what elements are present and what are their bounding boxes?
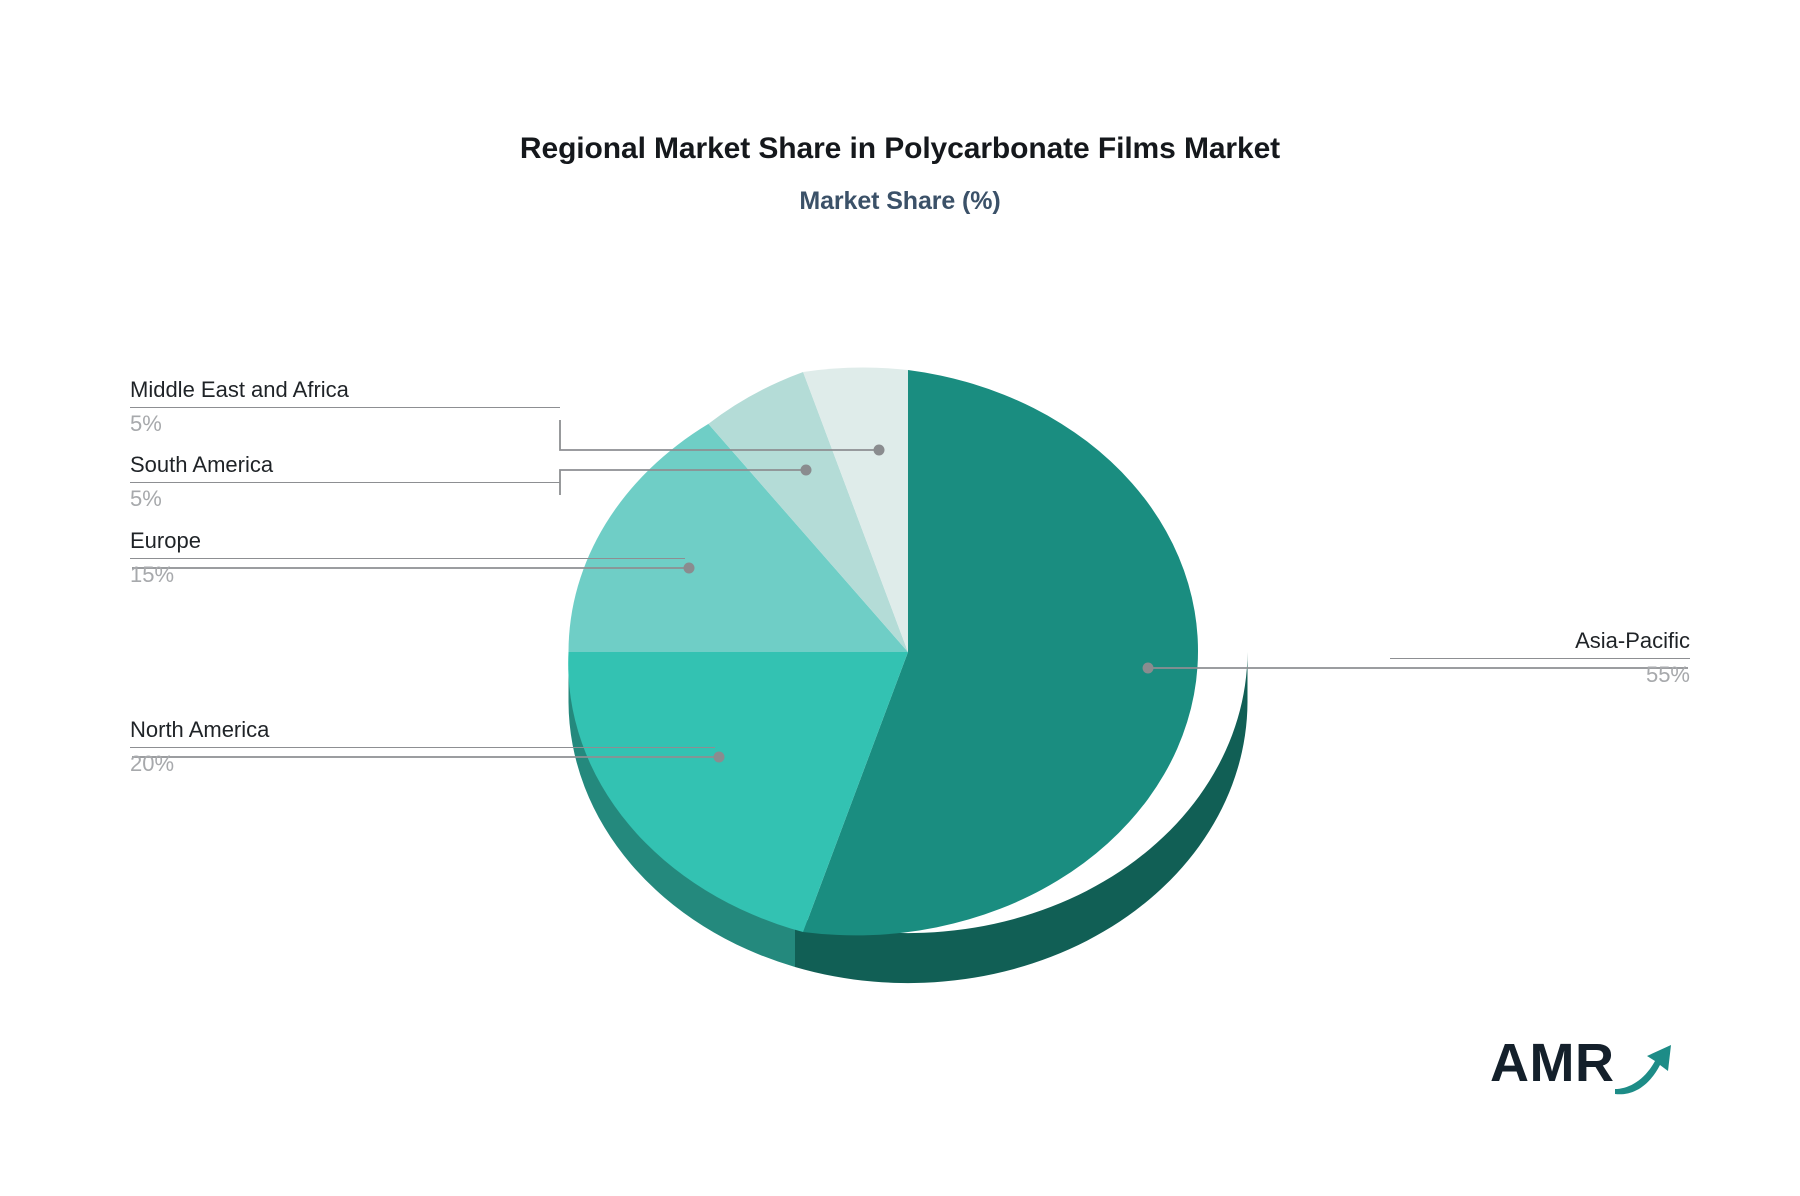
pie-label-rule-asia-pacific bbox=[1390, 658, 1690, 659]
pie-label-value-asia-pacific: 55% bbox=[1645, 662, 1690, 687]
chart-title: Regional Market Share in Polycarbonate F… bbox=[519, 132, 1281, 165]
pie-chart bbox=[563, 355, 1253, 995]
amr-logo: AMR bbox=[1490, 1033, 1671, 1113]
pie-label-name-south-america: South America bbox=[130, 452, 274, 477]
pie-label-south-america[interactable]: South America 5% bbox=[130, 452, 560, 512]
pie-label-name-europe: Europe bbox=[130, 528, 201, 553]
pie-chart-svg bbox=[568, 367, 1248, 984]
pie-depth-left bbox=[568, 652, 795, 967]
pie-label-value-europe: 15% bbox=[130, 562, 175, 587]
pie-slice-north-america[interactable] bbox=[568, 652, 908, 932]
pie-label-middle-east-and-africa[interactable]: Middle East and Africa 5% bbox=[130, 377, 560, 437]
pie-label-value-south-america: 5% bbox=[130, 486, 162, 511]
pie-label-rule-south-america bbox=[130, 482, 560, 483]
pie-label-value-middle-east-and-africa: 5% bbox=[130, 411, 162, 436]
pie-label-rule-north-america bbox=[130, 747, 715, 748]
pie-label-name-middle-east-and-africa: Middle East and Africa bbox=[130, 377, 349, 402]
pie-label-rule-middle-east-and-africa bbox=[130, 407, 560, 408]
pie-label-asia-pacific[interactable]: Asia-Pacific 55% bbox=[1390, 628, 1690, 688]
pie-label-name-north-america: North America bbox=[130, 717, 270, 742]
amr-logo-text: AMR bbox=[1490, 1033, 1615, 1093]
chart-subtitle: Market Share (%) bbox=[799, 187, 1001, 215]
pie-slice-asia-pacific[interactable] bbox=[803, 370, 1199, 936]
pie-depth-right bbox=[795, 652, 1248, 984]
pie-label-value-north-america: 20% bbox=[130, 751, 175, 776]
pie-label-rule-europe bbox=[130, 558, 685, 559]
pie-label-name-asia-pacific: Asia-Pacific bbox=[1575, 628, 1690, 653]
pie-label-north-america[interactable]: North America 20% bbox=[130, 717, 715, 777]
growth-arrow-icon bbox=[1615, 1045, 1671, 1095]
pie-label-europe[interactable]: Europe 15% bbox=[130, 528, 685, 588]
